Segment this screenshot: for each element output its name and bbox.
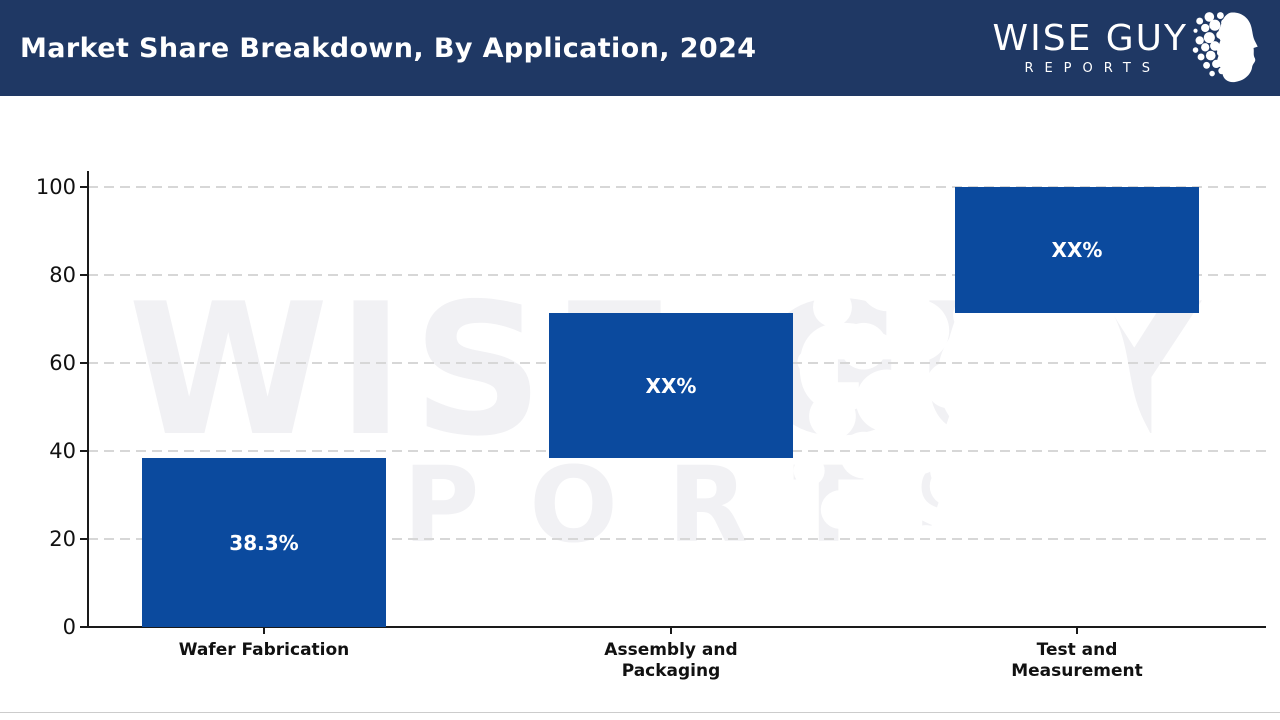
x-tick-wafer-fabrication [263,627,265,634]
y-tick-60 [80,362,88,364]
page-title: Market Share Breakdown, By Application, … [20,32,757,64]
y-axis-line [87,171,89,628]
gridline-100 [88,186,1266,188]
y-tick-label-0: 0 [62,615,76,639]
x-axis-label-test-and-measurement: Test and Measurement [1011,640,1143,681]
bar-label-assembly-and-packaging: XX% [645,373,697,398]
bar-label-test-and-measurement: XX% [1051,238,1103,263]
bottom-border-line [0,712,1280,713]
gridline-20 [88,538,1266,540]
y-tick-100 [80,186,88,188]
y-tick-label-60: 60 [49,351,76,375]
y-tick-label-20: 20 [49,527,76,551]
y-tick-label-40: 40 [49,439,76,463]
y-tick-label-80: 80 [49,263,76,287]
y-tick-20 [80,538,88,540]
x-axis-label-wafer-fabrication: Wafer Fabrication [178,640,350,660]
x-axis-line [87,626,1266,628]
x-tick-assembly-and-packaging [670,627,672,634]
logo-face-icon [1192,12,1258,83]
logo-wordmark: WISE GUY [992,18,1188,59]
bar-label-wafer-fabrication: 38.3% [229,530,299,555]
gridline-80 [88,274,1266,276]
y-tick-label-100: 100 [35,175,76,199]
chart-area: WISE GUY REPORTS 02040608010038.3%XX%XX%… [0,96,1280,720]
logo-text: WISE GUY REPORTS [992,18,1189,77]
bar-wafer-fabrication: 38.3% [142,458,386,627]
bar-assembly-and-packaging: XX% [549,313,793,459]
logo-subtitle: REPORTS [1024,61,1162,76]
header-bar: Market Share Breakdown, By Application, … [0,0,1280,96]
wise-guy-reports-logo: WISE GUY REPORTS [993,8,1267,88]
bar-test-and-measurement: XX% [955,187,1199,314]
x-axis-label-assembly-and-packaging: Assembly and Packaging [604,640,738,681]
y-tick-40 [80,450,88,452]
x-tick-test-and-measurement [1076,627,1078,634]
y-tick-80 [80,274,88,276]
y-tick-0 [80,626,88,628]
